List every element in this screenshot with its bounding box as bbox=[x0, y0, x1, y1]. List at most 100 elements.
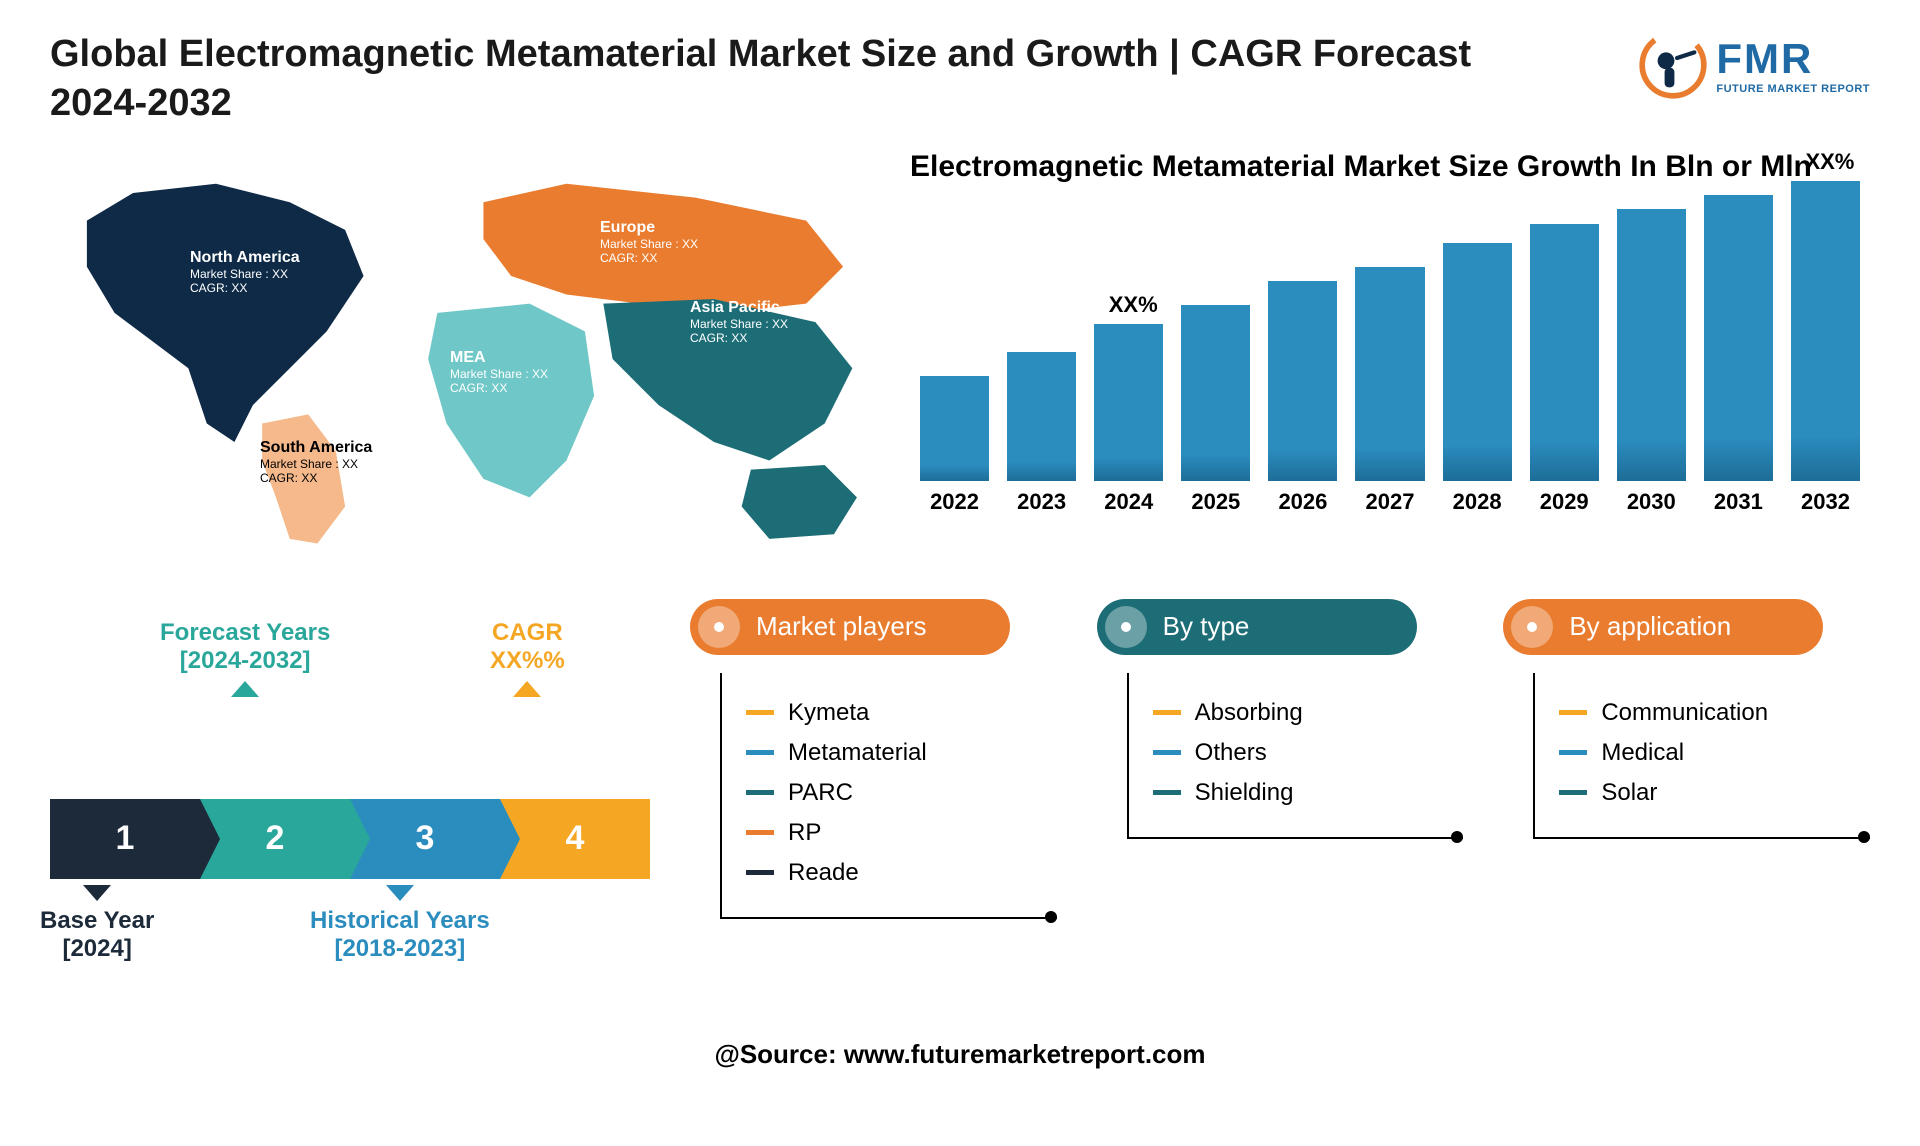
card-body: Kymeta Metamaterial PARC RP Reade bbox=[720, 673, 1057, 919]
timeline: Forecast Years[2024-2032]CAGRXX%% 1234 B… bbox=[50, 599, 650, 999]
bar-2026 bbox=[1268, 281, 1337, 481]
bar-2024 bbox=[1094, 324, 1163, 481]
bar-label-2032: 2032 bbox=[1801, 489, 1850, 515]
bar-2025 bbox=[1181, 305, 1250, 481]
bar-chart: Electromagnetic Metamaterial Market Size… bbox=[910, 149, 1870, 569]
timeline-segment-4: 4 bbox=[500, 799, 650, 879]
timeline-segment-3: 3 bbox=[350, 799, 500, 879]
bar-label-2031: 2031 bbox=[1714, 489, 1763, 515]
tick-icon bbox=[746, 710, 774, 715]
card-body: Communication Medical Solar bbox=[1533, 673, 1870, 839]
region-north-america bbox=[87, 184, 364, 442]
bar-label-2024: 2024 bbox=[1104, 489, 1153, 515]
card-item: Medical bbox=[1559, 733, 1860, 773]
bar-col-2032: 2032 bbox=[1791, 181, 1860, 515]
info-card-1: By type Absorbing Others Shielding bbox=[1097, 599, 1464, 919]
card-item: Communication bbox=[1559, 693, 1860, 733]
bar-col-2028: 2028 bbox=[1443, 243, 1512, 515]
card-title: By application bbox=[1569, 611, 1731, 642]
card-item: Solar bbox=[1559, 773, 1860, 813]
bar-label-2025: 2025 bbox=[1191, 489, 1240, 515]
region-label-mea: MEAMarket Share : XXCAGR: XX bbox=[450, 349, 548, 395]
card-item: Absorbing bbox=[1153, 693, 1454, 733]
bullet-icon bbox=[1511, 606, 1553, 648]
card-item-label: Medical bbox=[1601, 739, 1684, 767]
bar-2027 bbox=[1355, 267, 1424, 481]
region-mea bbox=[428, 303, 594, 497]
tick-icon bbox=[1559, 710, 1587, 715]
chart-annotation: XX% bbox=[1109, 292, 1158, 318]
bar-col-2027: 2027 bbox=[1355, 267, 1424, 515]
bar-2023 bbox=[1007, 352, 1076, 481]
region-label-ap: Asia PacificMarket Share : XXCAGR: XX bbox=[690, 299, 788, 345]
card-item: Kymeta bbox=[746, 693, 1047, 733]
card-item-label: RP bbox=[788, 819, 821, 847]
bar-label-2026: 2026 bbox=[1278, 489, 1327, 515]
bar-label-2022: 2022 bbox=[930, 489, 979, 515]
bullet-icon bbox=[1105, 606, 1147, 648]
bar-label-2030: 2030 bbox=[1627, 489, 1676, 515]
logo-text-sub: FUTURE MARKET REPORT bbox=[1716, 83, 1870, 95]
bar-col-2023: 2023 bbox=[1007, 352, 1076, 515]
logo-text-main: FMR bbox=[1716, 35, 1870, 83]
card-item-label: Solar bbox=[1601, 779, 1657, 807]
bullet-icon bbox=[698, 606, 740, 648]
card-item-label: PARC bbox=[788, 779, 853, 807]
brand-logo: FMR FUTURE MARKET REPORT bbox=[1638, 30, 1870, 100]
timeline-label-hist: Historical Years[2018-2023] bbox=[310, 879, 490, 963]
tick-icon bbox=[746, 790, 774, 795]
timeline-segment-1: 1 bbox=[50, 799, 200, 879]
bar-2030 bbox=[1617, 209, 1686, 480]
tick-icon bbox=[1559, 790, 1587, 795]
bar-col-2031: 2031 bbox=[1704, 195, 1773, 515]
bar-col-2024: 2024 bbox=[1094, 324, 1163, 515]
card-item: Others bbox=[1153, 733, 1454, 773]
logo-icon bbox=[1638, 30, 1708, 100]
info-card-0: Market players Kymeta Metamaterial PARC RP Re… bbox=[690, 599, 1057, 919]
tick-icon bbox=[746, 750, 774, 755]
timeline-segment-2: 2 bbox=[200, 799, 350, 879]
bar-col-2022: 2022 bbox=[920, 376, 989, 515]
card-item-label: Absorbing bbox=[1195, 699, 1303, 727]
bar-col-2025: 2025 bbox=[1181, 305, 1250, 515]
tick-icon bbox=[1153, 790, 1181, 795]
card-item: Metamaterial bbox=[746, 733, 1047, 773]
tick-icon bbox=[1153, 710, 1181, 715]
bar-col-2030: 2030 bbox=[1617, 209, 1686, 514]
bar-label-2023: 2023 bbox=[1017, 489, 1066, 515]
card-item: Shielding bbox=[1153, 773, 1454, 813]
tick-icon bbox=[746, 870, 774, 875]
world-map: North AmericaMarket Share : XXCAGR: XXSo… bbox=[50, 149, 880, 569]
card-title: By type bbox=[1163, 611, 1250, 642]
card-item: PARC bbox=[746, 773, 1047, 813]
tick-icon bbox=[746, 830, 774, 835]
bar-label-2029: 2029 bbox=[1540, 489, 1589, 515]
card-header: Market players bbox=[690, 599, 1010, 655]
card-header: By application bbox=[1503, 599, 1823, 655]
card-item-label: Reade bbox=[788, 859, 859, 887]
region-label-eu: EuropeMarket Share : XXCAGR: XX bbox=[600, 219, 698, 265]
card-item-label: Shielding bbox=[1195, 779, 1294, 807]
chart-title: Electromagnetic Metamaterial Market Size… bbox=[910, 149, 1870, 185]
info-card-2: By application Communication Medical Solar bbox=[1503, 599, 1870, 919]
card-header: By type bbox=[1097, 599, 1417, 655]
card-item: Reade bbox=[746, 853, 1047, 893]
page-title: Global Electromagnetic Metamaterial Mark… bbox=[50, 30, 1550, 129]
timeline-label-base: Base Year[2024] bbox=[40, 879, 154, 963]
card-item-label: Communication bbox=[1601, 699, 1768, 727]
region-australia bbox=[742, 465, 857, 539]
card-body: Absorbing Others Shielding bbox=[1127, 673, 1464, 839]
card-item-label: Others bbox=[1195, 739, 1267, 767]
bar-2022 bbox=[920, 376, 989, 481]
bar-2031 bbox=[1704, 195, 1773, 481]
bar-col-2029: 2029 bbox=[1530, 224, 1599, 515]
card-item: RP bbox=[746, 813, 1047, 853]
bar-2029 bbox=[1530, 224, 1599, 481]
card-title: Market players bbox=[756, 611, 927, 642]
bar-label-2028: 2028 bbox=[1453, 489, 1502, 515]
region-label-sa: South AmericaMarket Share : XXCAGR: XX bbox=[260, 439, 372, 485]
card-item-label: Kymeta bbox=[788, 699, 869, 727]
tick-icon bbox=[1153, 750, 1181, 755]
timeline-label-forecast: Forecast Years[2024-2032] bbox=[160, 619, 330, 703]
source-attribution: @Source: www.futuremarketreport.com bbox=[0, 1039, 1920, 1070]
